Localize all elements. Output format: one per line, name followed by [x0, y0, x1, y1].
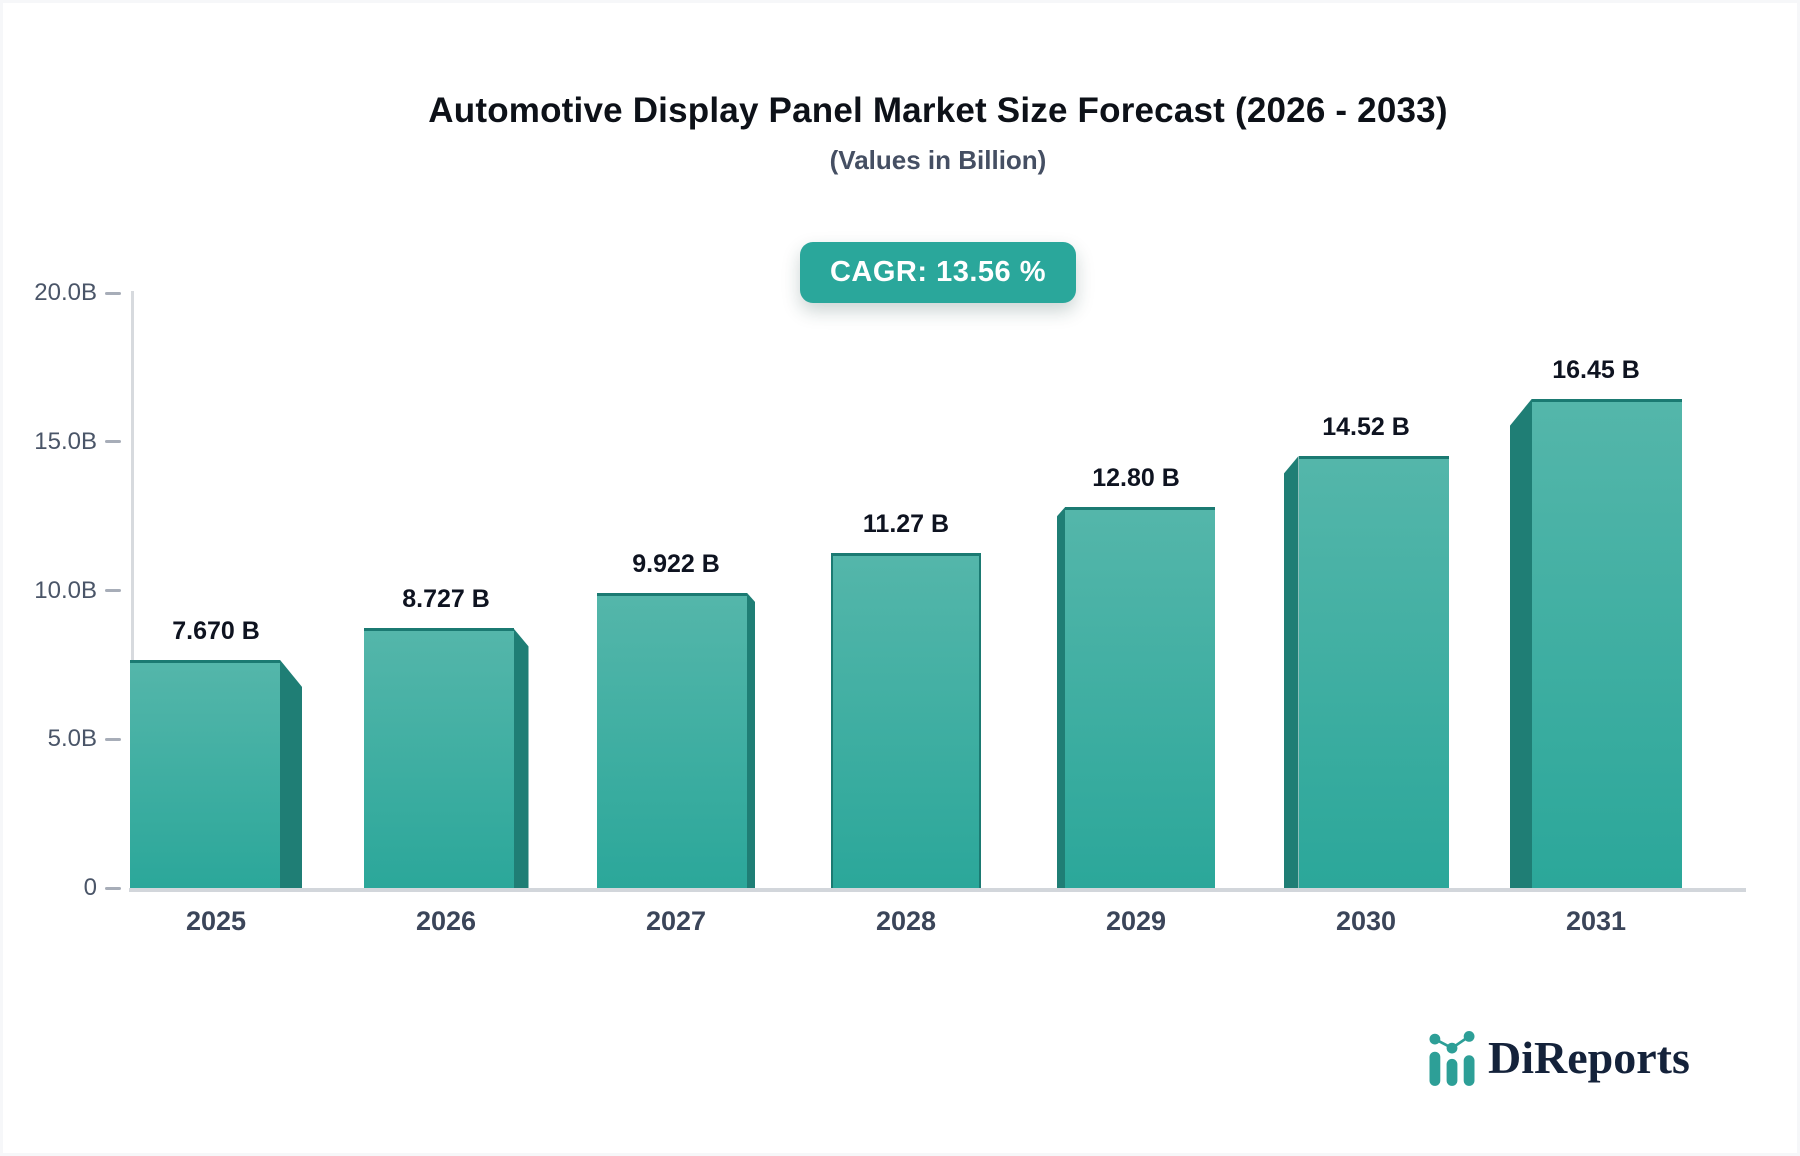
y-tick-dash	[105, 737, 121, 741]
bar-value-label: 12.80 B	[1092, 464, 1180, 493]
cagr-badge: CAGR: 13.56 %	[799, 242, 1076, 303]
bar-face	[1298, 456, 1449, 888]
bar-face	[1065, 507, 1215, 888]
bar-value-label: 7.670 B	[172, 616, 260, 645]
bar-side-3d	[1057, 507, 1065, 888]
y-tick-dash	[105, 440, 121, 444]
x-tick-label: 2030	[1335, 906, 1397, 936]
bar-side-3d	[1283, 456, 1299, 888]
bar-2025: 7.670 B	[130, 617, 302, 888]
bar-2031: 16.45 B	[1510, 356, 1682, 888]
x-axis-line	[129, 888, 1746, 892]
y-tick-label: 5.0B	[47, 725, 97, 753]
bar-chart: 20.0B 15.0B 10.0B 5.0B 0 7.670 B 2025 8.727 B 20…	[3, 3, 1797, 1153]
y-tick-label: 15.0B	[34, 427, 97, 455]
bar-side-3d	[1510, 398, 1532, 888]
bar-side-3d	[747, 592, 755, 888]
x-tick-label: 2028	[875, 906, 937, 936]
y-tick-label: 20.0B	[34, 279, 97, 306]
x-tick-label: 2029	[1105, 906, 1167, 936]
bar-face	[597, 592, 747, 888]
y-tick-label: 0	[83, 874, 97, 901]
logo-text: DiReports	[1488, 1032, 1690, 1083]
page-title: Automotive Display Panel Market Size For…	[428, 91, 1448, 130]
x-tick-label: 2025	[185, 906, 247, 936]
y-tick-label: 10.0B	[34, 576, 97, 604]
bar-side-3d	[280, 659, 302, 888]
bar-side-3d	[513, 628, 529, 888]
y-tick-dash	[105, 291, 121, 295]
bar-2029: 12.80 B	[1057, 464, 1215, 888]
bar-2026: 8.727 B	[363, 585, 529, 888]
x-tick-label: 2026	[415, 906, 477, 936]
bar-value-label: 9.922 B	[632, 549, 720, 578]
bar-value-label: 14.52 B	[1322, 413, 1410, 442]
bar-2030: 14.52 B	[1283, 413, 1449, 888]
bar-value-label: 8.727 B	[402, 585, 490, 614]
y-tick-dash	[105, 886, 121, 890]
chart-subtitle: (Values in Billion)	[829, 145, 1047, 175]
y-axis-line	[131, 291, 134, 892]
bar-face	[831, 552, 981, 888]
bar-value-label: 11.27 B	[862, 509, 950, 538]
x-tick-label: 2027	[645, 906, 707, 936]
bar-face	[1532, 398, 1682, 888]
cagr-label: CAGR: 13.56 %	[829, 256, 1046, 288]
bar-face	[130, 659, 280, 888]
bar-line-chart-icon	[1429, 1031, 1475, 1086]
bar-2027: 9.922 B	[597, 550, 755, 888]
bar-value-label: 16.45 B	[1552, 355, 1640, 384]
y-tick-dash	[105, 589, 121, 592]
bar-2028: 11.27 B	[831, 510, 981, 888]
direports-logo: DiReports	[1425, 1029, 1690, 1087]
chart-header: Automotive Display Panel Market Size For…	[133, 91, 1743, 303]
x-tick-label: 2031	[1565, 906, 1627, 936]
bar-face	[363, 628, 514, 888]
